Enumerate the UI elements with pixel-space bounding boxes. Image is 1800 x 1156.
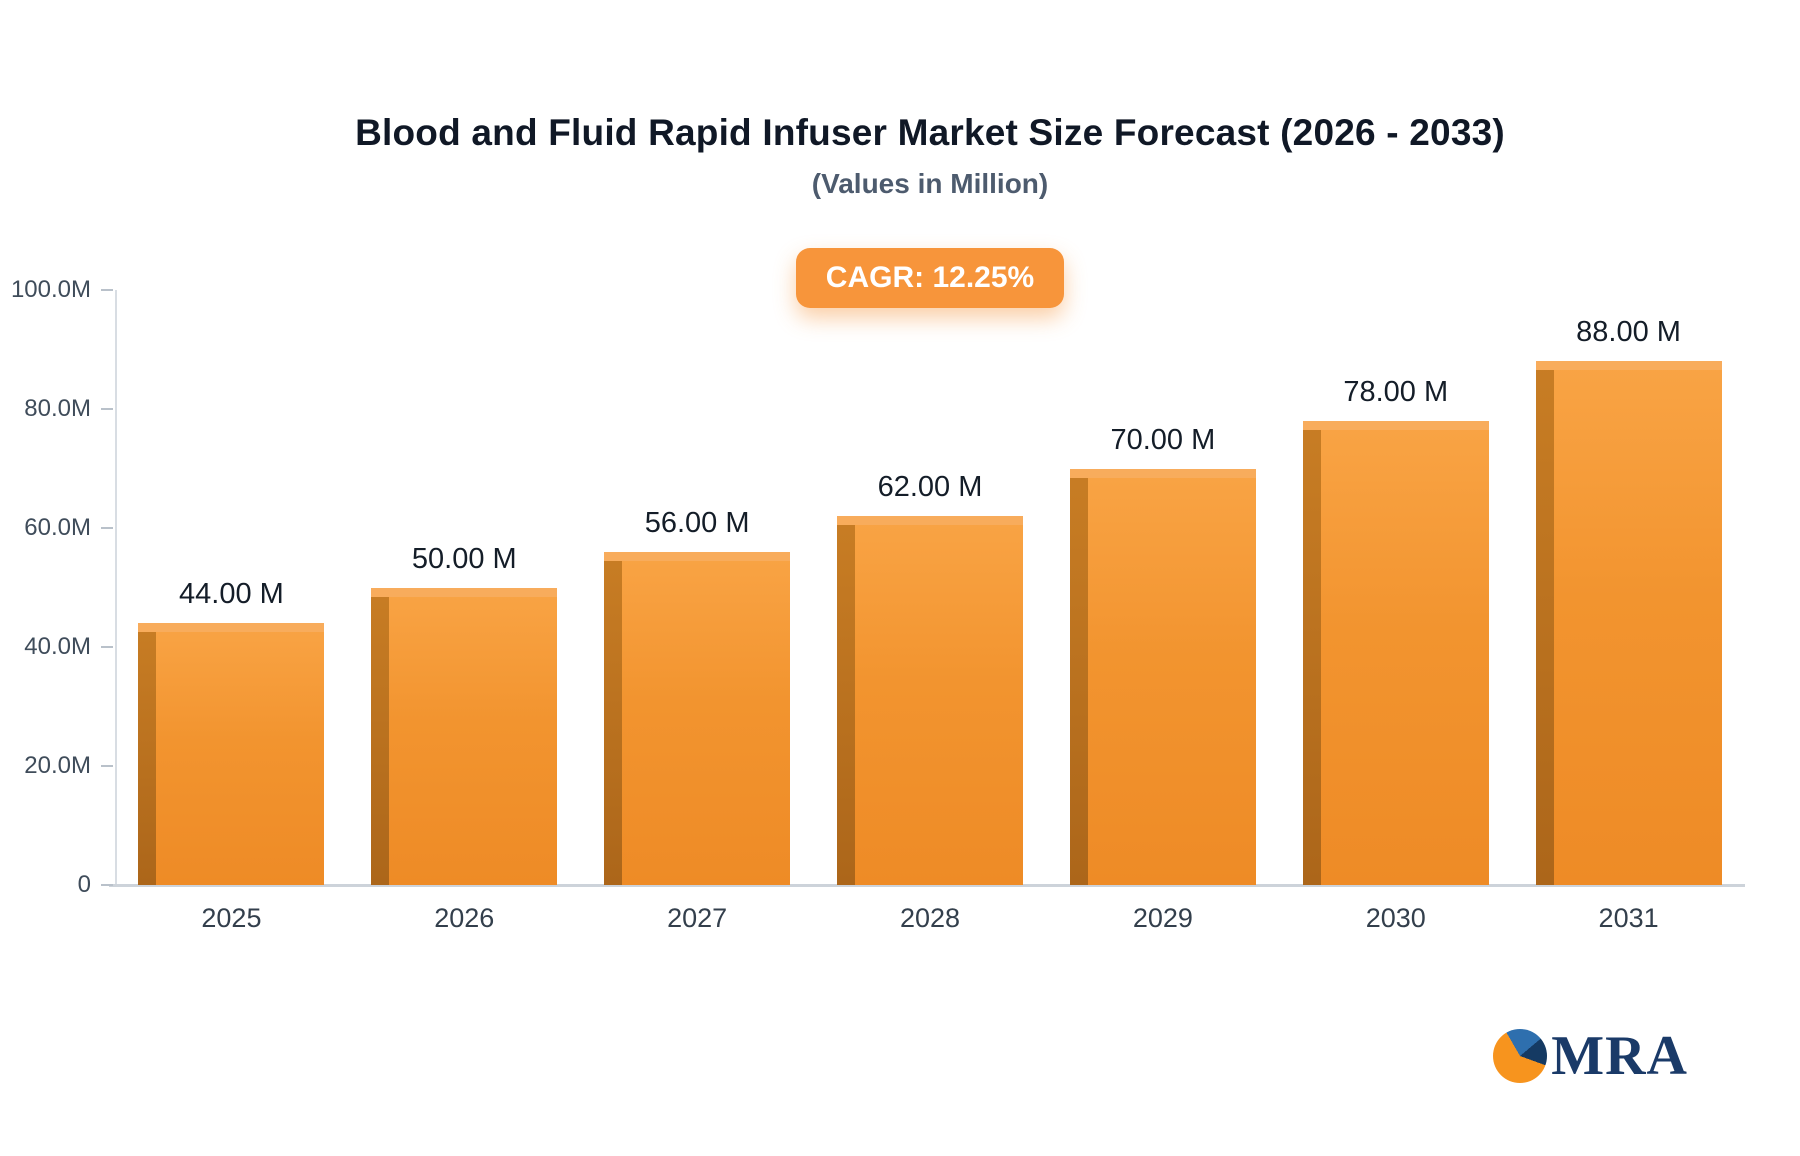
bar-top-cap <box>371 587 558 597</box>
bar-value-label: 56.00 M <box>644 506 750 539</box>
y-tick: 60.0M <box>24 514 113 542</box>
y-tick-dash-icon <box>101 884 113 886</box>
bars-container: 44.00 M 50.00 M 56.00 M 62.00 M 70.00 M 78.00… <box>115 290 1745 885</box>
bar-value-label: 88.00 M <box>1576 316 1681 349</box>
bar-value-label: 78.00 M <box>1343 375 1449 408</box>
y-tick: 80.0M <box>24 395 113 423</box>
bar-side-shade <box>371 587 390 885</box>
bar-side-shade <box>1302 420 1321 885</box>
x-axis-label: 2027 <box>667 903 728 933</box>
mra-logo-text: MRA <box>1551 1025 1688 1087</box>
bar-top-cap <box>1069 468 1256 478</box>
mra-logo-pie-icon <box>1493 1029 1548 1083</box>
y-tick-label: 60.0M <box>24 514 91 541</box>
y-tick-dash-icon <box>101 408 113 410</box>
bar-value-label: 50.00 M <box>411 542 517 575</box>
bar-value-label: 70.00 M <box>1110 423 1216 456</box>
bar-side-shade <box>1069 468 1088 885</box>
mra-logo: MRA <box>1493 1028 1688 1084</box>
bar-top-cap <box>1535 361 1722 371</box>
y-tick-dash-icon <box>101 646 113 648</box>
cagr-badge: CAGR: 12.25% <box>795 248 1065 308</box>
x-axis-label: 2031 <box>1598 903 1659 933</box>
bar-value-label: 44.00 M <box>179 578 284 611</box>
bar: 70.00 M <box>1069 424 1256 885</box>
bar-top-cap <box>837 516 1023 526</box>
bar: 62.00 M <box>837 471 1023 885</box>
y-tick-dash-icon <box>101 527 113 529</box>
bar-side-shade <box>604 551 623 885</box>
y-tick-label: 80.0M <box>24 395 91 422</box>
chart-subtitle: (Values in Million) <box>811 168 1049 199</box>
bar-top-cap <box>1302 420 1489 430</box>
bar: 88.00 M <box>1535 316 1722 885</box>
y-tick-label: 40.0M <box>24 633 91 660</box>
bar-slot: 50.00 M <box>348 290 581 885</box>
x-axis-label: 2028 <box>899 903 961 933</box>
bar-side-shade <box>837 516 855 885</box>
y-tick: 0 <box>78 871 113 899</box>
x-axis-label: 2026 <box>434 903 495 933</box>
bar: 56.00 M <box>604 507 791 885</box>
x-axis-line <box>109 884 1745 887</box>
x-axis-label: 2025 <box>201 903 262 933</box>
y-tick-label: 20.0M <box>24 752 91 779</box>
chart-title: Blood and Fluid Rapid Infuser Market Siz… <box>355 112 1505 153</box>
x-axis-labels: 2025 2026 2027 2028 2029 2030 2031 <box>115 903 1745 934</box>
y-tick-label: 0 <box>77 871 91 898</box>
bar-side-shade <box>138 623 157 885</box>
chart-header: Blood and Fluid Rapid Infuser Market Siz… <box>115 0 1745 308</box>
y-tick-dash-icon <box>101 289 113 291</box>
bar-slot: 88.00 M <box>1512 290 1745 885</box>
x-axis-label: 2029 <box>1132 903 1193 933</box>
y-tick-dash-icon <box>101 765 113 767</box>
x-axis-label: 2030 <box>1365 903 1426 933</box>
bar-value-label: 62.00 M <box>877 471 983 504</box>
bar-slot: 62.00 M <box>814 290 1047 885</box>
y-tick: 40.0M <box>24 633 113 661</box>
y-axis-line <box>115 290 117 885</box>
bar-top-cap <box>604 551 791 561</box>
bar-top-cap <box>138 623 325 633</box>
bar-slot: 56.00 M <box>581 290 814 885</box>
bar-side-shade <box>1535 361 1554 885</box>
bar: 44.00 M <box>138 578 325 885</box>
bar: 78.00 M <box>1302 376 1489 885</box>
bar-slot: 44.00 M <box>115 290 348 885</box>
y-tick-label: 100.0M <box>10 276 91 303</box>
y-tick: 100.0M <box>11 276 113 304</box>
bar-slot: 70.00 M <box>1046 290 1279 885</box>
bar: 50.00 M <box>371 543 558 885</box>
bar-slot: 78.00 M <box>1279 290 1512 885</box>
y-tick: 20.0M <box>24 752 113 780</box>
plot-area: 100.0M 80.0M 60.0M 40.0M 20.0M 0 44.00 M 50.00… <box>11 276 1745 933</box>
